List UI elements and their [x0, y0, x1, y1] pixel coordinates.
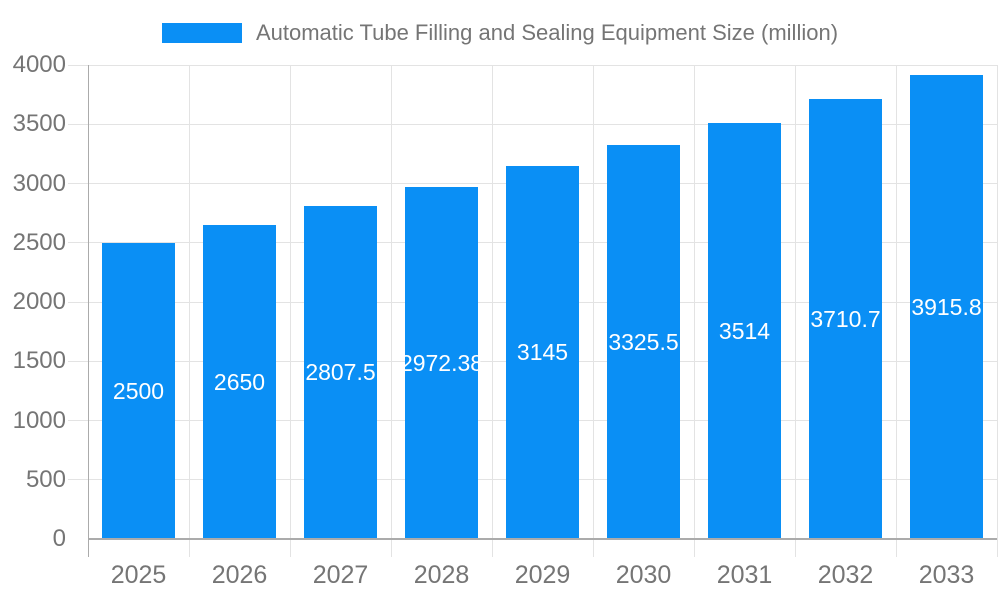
y-tick-label: 3500	[12, 110, 66, 138]
legend-swatch	[161, 23, 242, 43]
bar-value-label: 3915.8	[911, 293, 982, 320]
bar-2033: 3915.8	[910, 75, 983, 539]
gridline-v	[592, 65, 594, 557]
bar-2029: 3145	[506, 166, 579, 539]
x-tick-label: 2030	[615, 561, 672, 589]
gridline-v	[390, 65, 392, 557]
bar-2032: 3710.7	[809, 99, 882, 539]
x-axis-labels: 2025 2026 2027 2028 2029 2030 2031 2032 2033	[88, 560, 997, 590]
x-tick-label: 2029	[514, 561, 571, 589]
y-tick-label: 0	[52, 525, 66, 552]
bar-value-label: 3514	[718, 317, 771, 344]
x-axis-line	[88, 538, 997, 540]
gridline-v	[794, 65, 796, 557]
y-axis-labels: 0 500 1000 1500 2000 2500 3000 3500 4000	[0, 52, 66, 552]
gridline-v	[895, 65, 897, 557]
chart-title: Automatic Tube Filling and Sealing Equip…	[255, 20, 839, 45]
x-tick-label: 2026	[211, 561, 268, 589]
bar-2025: 2500	[102, 243, 175, 539]
y-tick-label: 1500	[12, 347, 66, 375]
plot-area: 2500 2650 2807.5 2972.38 3145 3325.5 3514 3710.…	[68, 64, 998, 557]
x-tick-label: 2025	[110, 561, 167, 589]
x-tick-label: 2032	[817, 561, 874, 589]
gridline-h	[68, 123, 997, 125]
y-tick-label: 4000	[12, 51, 66, 78]
bar-value-label: 2650	[213, 368, 266, 395]
bar-2031: 3514	[708, 123, 781, 539]
bar-value-label: 3325.5	[608, 328, 679, 355]
bar-value-label: 3145	[516, 339, 569, 365]
gridline-v	[188, 65, 190, 557]
bar-2027: 2807.5	[304, 206, 377, 539]
y-tick-label: 1000	[12, 406, 66, 434]
bar-value-label: 2972.38	[399, 349, 484, 376]
bar-2030: 3325.5	[607, 145, 680, 539]
y-axis-line	[87, 65, 89, 557]
bar-value-label: 2807.5	[305, 359, 376, 385]
x-tick-label: 2027	[312, 561, 369, 589]
y-tick-label: 500	[25, 465, 66, 493]
gridline-v	[491, 65, 493, 557]
gridline-v	[996, 65, 998, 557]
y-tick-label: 2500	[12, 228, 66, 256]
y-tick-label: 3000	[12, 169, 66, 197]
x-tick-label: 2031	[716, 561, 773, 589]
bar-value-label: 2500	[112, 377, 165, 404]
legend: Automatic Tube Filling and Sealing Equip…	[0, 20, 1000, 46]
bar-2026: 2650	[203, 225, 276, 539]
gridline-v	[693, 65, 695, 557]
gridline-h	[68, 64, 997, 66]
x-tick-label: 2028	[413, 561, 470, 589]
bar-2028: 2972.38	[400, 187, 483, 539]
x-tick-label: 2033	[918, 561, 975, 589]
y-tick-label: 2000	[12, 288, 66, 315]
gridline-v	[289, 65, 291, 557]
bar-value-label: 3710.7	[810, 305, 881, 332]
